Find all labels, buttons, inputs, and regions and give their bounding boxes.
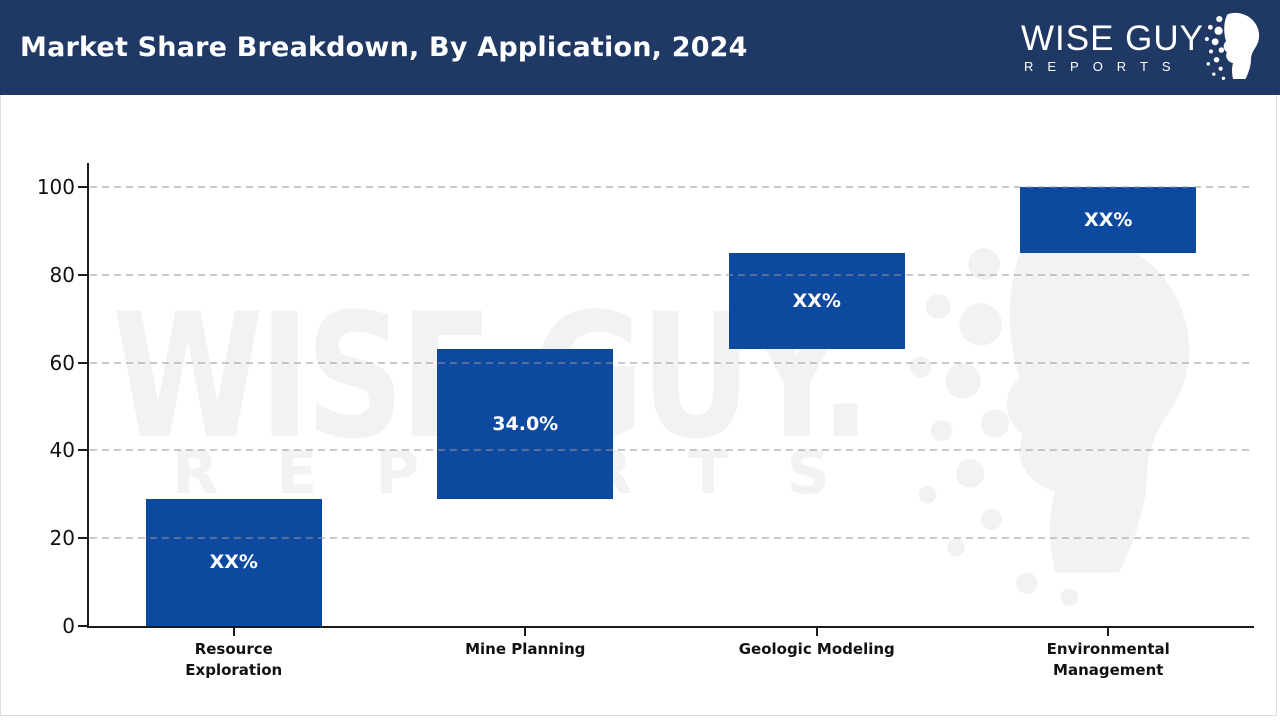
x-category-label-1: Resource Exploration: [185, 640, 283, 679]
bar-segment-1: [145, 498, 322, 626]
bar-value-label-4: XX%: [1084, 208, 1133, 231]
y-tick-label-40: 40: [49, 438, 75, 463]
x-tick-mark-3: [815, 628, 818, 636]
page-title: Market Share Breakdown, By Application, …: [20, 32, 748, 63]
bar-segment-3: [728, 252, 905, 350]
y-tick-label-100: 100: [36, 175, 75, 199]
brand-logo: WISE GUY REPORTS: [1021, 8, 1262, 88]
gridline-60: [90, 361, 1254, 364]
y-tick-label-80: 80: [49, 262, 75, 287]
bar-value-label-2: 34.0%: [492, 413, 559, 436]
face-profile-icon: [1204, 12, 1260, 80]
brand-logo-text: WISE GUY REPORTS: [1020, 19, 1204, 75]
x-tick-mark-2: [524, 628, 527, 636]
y-tick-mark-20: [78, 537, 87, 540]
y-tick-label-20: 20: [49, 526, 75, 551]
x-tick-mark-1: [232, 628, 235, 636]
x-category-label-4: Environmental Management: [1046, 640, 1170, 679]
bar-value-label-1: XX%: [209, 551, 258, 574]
y-tick-mark-80: [78, 273, 87, 276]
y-tick-label-60: 60: [49, 350, 75, 375]
y-axis-line: [87, 163, 89, 628]
x-category-label-3: Geologic Modeling: [738, 640, 895, 658]
y-tick-mark-0: [78, 625, 87, 627]
logo-reports-label: REPORTS: [1023, 59, 1185, 74]
y-tick-mark-40: [78, 449, 87, 452]
bar-segment-4: [1020, 187, 1197, 253]
y-tick-label-0: 0: [62, 614, 75, 638]
x-axis-line: [87, 626, 1254, 628]
gridline-80: [90, 273, 1254, 276]
x-tick-mark-4: [1107, 628, 1110, 636]
logo-wiseguy-label: WISE GUY: [1020, 19, 1204, 58]
gridline-100: [90, 186, 1254, 188]
bar-segment-2: [437, 349, 614, 499]
bar-value-label-3: XX%: [792, 290, 841, 313]
watermark-face-icon: [909, 232, 1190, 607]
y-tick-mark-100: [78, 186, 87, 188]
gridline-40: [90, 449, 1254, 452]
header: Market Share Breakdown, By Application, …: [0, 0, 1280, 95]
y-tick-mark-60: [78, 361, 87, 364]
content-frame: [0, 95, 1277, 716]
x-category-label-2: Mine Planning: [465, 640, 586, 658]
gridline-20: [90, 537, 1254, 540]
